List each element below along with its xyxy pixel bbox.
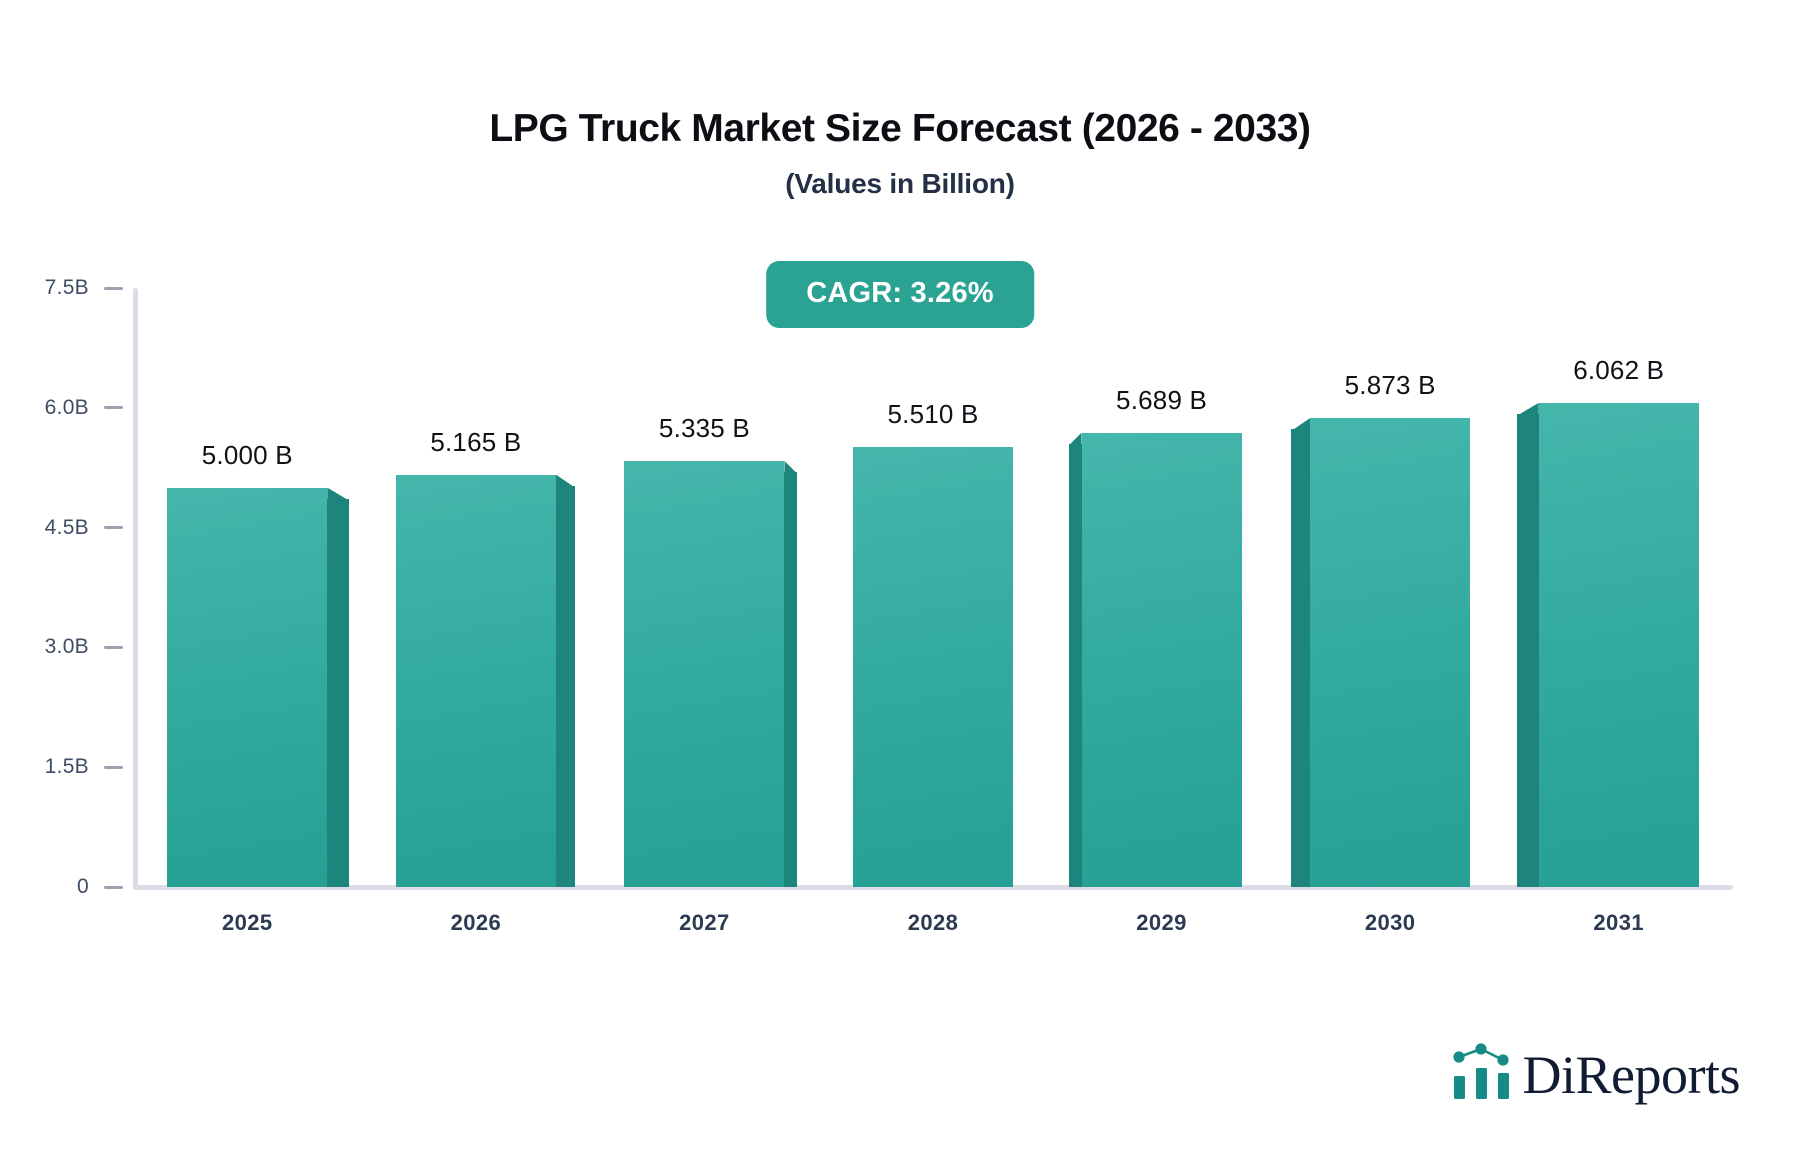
bar-side-panel [784, 471, 798, 887]
bar-face [1538, 402, 1699, 887]
bar-value-label: 5.335 B [658, 412, 750, 443]
y-axis-tick-dash [104, 286, 123, 290]
y-axis-line [133, 288, 138, 888]
bar-face [624, 460, 785, 887]
x-axis-tick-label: 2030 [1364, 910, 1416, 935]
chart-subtitle: (Values in Billion) [785, 167, 1015, 199]
y-axis-tick-dash [104, 645, 123, 649]
bar-value-label: 5.510 B [887, 398, 979, 429]
bar-face [167, 487, 328, 887]
bar[interactable] [395, 288, 575, 887]
bar-column[interactable]: 5.689 B [1068, 288, 1242, 887]
y-axis-tick-dash [104, 885, 123, 889]
bar[interactable] [1516, 288, 1699, 887]
x-axis-tick-label: 2025 [222, 910, 273, 935]
y-axis-tick-label: 3.0B [44, 635, 89, 659]
y-axis-tick-label: 4.5B [44, 515, 89, 539]
bar-side-panel [1068, 443, 1082, 887]
x-axis-tick-label: 2028 [907, 910, 959, 935]
bar-value-label: 5.873 B [1344, 369, 1436, 400]
bar[interactable] [1291, 288, 1471, 887]
bar-side-cap [1516, 402, 1539, 416]
bar-column[interactable]: 5.000 B [167, 288, 350, 887]
bar-face [395, 474, 556, 887]
title-block: LPG Truck Market Size Forecast (2026 - 2… [0, 107, 1800, 200]
x-axis-line [133, 885, 1733, 890]
y-axis-tick-dash [104, 526, 123, 530]
y-axis-tick-dash [104, 406, 123, 410]
bar-face [853, 446, 1013, 887]
bar-value-label: 5.000 B [201, 439, 293, 470]
y-axis-tick-label: 0 [77, 875, 89, 898]
cagr-badge: CAGR: 3.26% [766, 261, 1034, 328]
x-axis-tick-label: 2026 [450, 910, 502, 935]
bar-column[interactable]: 6.062 B [1516, 288, 1699, 887]
y-axis-tick-label: 1.5B [44, 755, 89, 779]
brand-name: DiReports [1522, 1044, 1741, 1105]
bar-column[interactable]: 5.873 B [1291, 288, 1471, 887]
bar-side-panel [1291, 428, 1311, 887]
bar-side-cap [784, 460, 798, 474]
bar[interactable] [853, 288, 1013, 887]
bar-side-panel [327, 498, 350, 887]
bar-column[interactable]: 5.510 B [853, 288, 1013, 887]
x-axis-tick-label: 2031 [1593, 910, 1644, 935]
y-axis-tick-dash [104, 765, 123, 769]
bar-face [1310, 417, 1471, 887]
bar[interactable] [1068, 288, 1242, 887]
bar-chart-icon [1451, 1043, 1513, 1106]
bar-value-label: 6.062 B [1573, 354, 1665, 385]
y-axis-tick-label: 7.5B [44, 276, 89, 299]
bar[interactable] [624, 288, 798, 887]
bars-layer: 5.000 B 5.165 B 5.335 B 5.510 B 5.689 B 5.873… [133, 288, 1733, 887]
bar-value-label: 5.689 B [1116, 384, 1208, 415]
bar-side-panel [1516, 413, 1539, 887]
x-axis-tick-label: 2027 [679, 910, 730, 935]
bar-value-label: 5.165 B [430, 426, 522, 457]
y-axis-tick-label: 6.0B [44, 395, 89, 419]
bar-column[interactable]: 5.335 B [624, 288, 798, 887]
bar[interactable] [167, 288, 350, 887]
bar-face [1081, 432, 1242, 887]
x-axis-tick-label: 2029 [1136, 910, 1187, 935]
brand-logo: DiReports [1451, 1043, 1741, 1106]
bar-side-panel [555, 485, 575, 887]
page-title: LPG Truck Market Size Forecast (2026 - 2… [489, 107, 1311, 150]
bar-column[interactable]: 5.165 B [395, 288, 575, 887]
